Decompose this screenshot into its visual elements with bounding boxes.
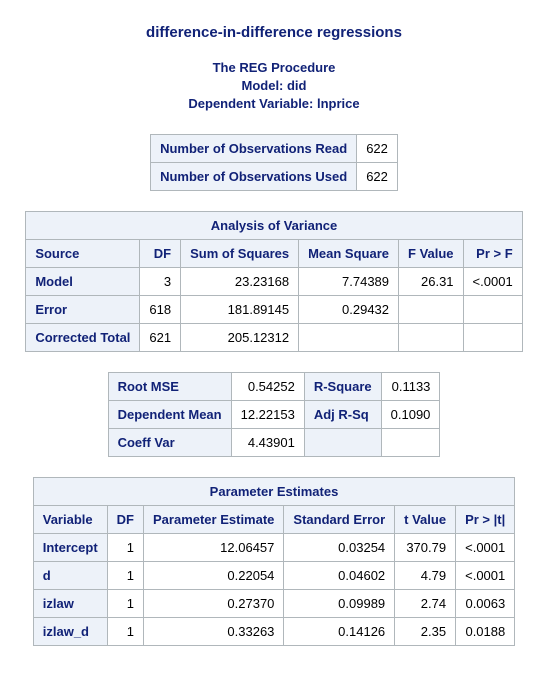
fit-label: R-Square	[304, 372, 381, 400]
param-cell: 0.04602	[284, 561, 395, 589]
table-row: Corrected Total 621 205.12312	[26, 323, 522, 351]
param-cell: 1	[107, 589, 143, 617]
col-header: t Value	[395, 505, 456, 533]
table-row: Root MSE 0.54252 R-Square 0.1133	[108, 372, 440, 400]
col-header: Standard Error	[284, 505, 395, 533]
fit-label: Root MSE	[108, 372, 231, 400]
caption-row: Parameter Estimates	[33, 477, 514, 505]
param-cell: 2.74	[395, 589, 456, 617]
fit-label: Coeff Var	[108, 428, 231, 456]
param-cell: 1	[107, 617, 143, 645]
param-cell: 0.14126	[284, 617, 395, 645]
table-row: Error 618 181.89145 0.29432	[26, 295, 522, 323]
table-row: izlaw 1 0.27370 0.09989 2.74 0.0063	[33, 589, 514, 617]
anova-source: Corrected Total	[26, 323, 140, 351]
col-header: Source	[26, 239, 140, 267]
obs-value: 622	[357, 134, 398, 162]
header-row: Source DF Sum of Squares Mean Square F V…	[26, 239, 522, 267]
col-header: DF	[140, 239, 181, 267]
param-cell: 4.79	[395, 561, 456, 589]
table-row: Model 3 23.23168 7.74389 26.31 <.0001	[26, 267, 522, 295]
obs-value: 622	[357, 162, 398, 190]
depvar-line: Dependent Variable: lnprice	[20, 95, 528, 113]
anova-source: Error	[26, 295, 140, 323]
col-header: Pr > F	[463, 239, 522, 267]
col-header: Pr > |t|	[456, 505, 515, 533]
observations-table: Number of Observations Read 622 Number o…	[150, 134, 398, 191]
fit-value: 0.1090	[381, 400, 440, 428]
anova-cell	[399, 323, 464, 351]
param-cell: 0.0063	[456, 589, 515, 617]
anova-cell	[399, 295, 464, 323]
col-header: Parameter Estimate	[144, 505, 284, 533]
fit-label: Dependent Mean	[108, 400, 231, 428]
anova-cell: <.0001	[463, 267, 522, 295]
anova-cell: 618	[140, 295, 181, 323]
fit-value	[381, 428, 440, 456]
param-cell: 0.03254	[284, 533, 395, 561]
subtitle-block: The REG Procedure Model: did Dependent V…	[20, 59, 528, 114]
fit-value: 4.43901	[231, 428, 304, 456]
col-header: DF	[107, 505, 143, 533]
fit-value: 12.22153	[231, 400, 304, 428]
table-row: izlaw_d 1 0.33263 0.14126 2.35 0.0188	[33, 617, 514, 645]
param-variable: Intercept	[33, 533, 107, 561]
anova-source: Model	[26, 267, 140, 295]
param-cell: 370.79	[395, 533, 456, 561]
fit-stats-table: Root MSE 0.54252 R-Square 0.1133 Depende…	[108, 372, 441, 457]
table-row: Number of Observations Read 622	[151, 134, 398, 162]
table-row: Coeff Var 4.43901	[108, 428, 440, 456]
param-cell: 12.06457	[144, 533, 284, 561]
anova-caption: Analysis of Variance	[26, 211, 522, 239]
table-row: d 1 0.22054 0.04602 4.79 <.0001	[33, 561, 514, 589]
anova-cell: 26.31	[399, 267, 464, 295]
model-line: Model: did	[20, 77, 528, 95]
col-header: Mean Square	[299, 239, 399, 267]
param-cell: 0.0188	[456, 617, 515, 645]
anova-cell	[463, 295, 522, 323]
obs-label: Number of Observations Used	[151, 162, 357, 190]
anova-cell: 23.23168	[181, 267, 299, 295]
obs-label: Number of Observations Read	[151, 134, 357, 162]
col-header: F Value	[399, 239, 464, 267]
param-cell: 0.33263	[144, 617, 284, 645]
param-cell: 0.22054	[144, 561, 284, 589]
params-caption: Parameter Estimates	[33, 477, 514, 505]
anova-cell	[463, 323, 522, 351]
caption-row: Analysis of Variance	[26, 211, 522, 239]
anova-cell	[299, 323, 399, 351]
anova-cell: 0.29432	[299, 295, 399, 323]
anova-cell: 181.89145	[181, 295, 299, 323]
anova-cell: 205.12312	[181, 323, 299, 351]
parameter-estimates-table: Parameter Estimates Variable DF Paramete…	[33, 477, 515, 646]
col-header: Variable	[33, 505, 107, 533]
param-cell: 1	[107, 561, 143, 589]
fit-label: Adj R-Sq	[304, 400, 381, 428]
param-cell: 0.27370	[144, 589, 284, 617]
table-row: Dependent Mean 12.22153 Adj R-Sq 0.1090	[108, 400, 440, 428]
anova-cell: 7.74389	[299, 267, 399, 295]
param-variable: izlaw	[33, 589, 107, 617]
param-cell: 2.35	[395, 617, 456, 645]
page-title: difference-in-difference regressions	[20, 24, 528, 41]
anova-cell: 3	[140, 267, 181, 295]
param-variable: d	[33, 561, 107, 589]
fit-value: 0.54252	[231, 372, 304, 400]
param-variable: izlaw_d	[33, 617, 107, 645]
fit-label	[304, 428, 381, 456]
anova-table: Analysis of Variance Source DF Sum of Sq…	[25, 211, 522, 352]
param-cell: 0.09989	[284, 589, 395, 617]
param-cell: <.0001	[456, 533, 515, 561]
param-cell: 1	[107, 533, 143, 561]
header-row: Variable DF Parameter Estimate Standard …	[33, 505, 514, 533]
table-row: Intercept 1 12.06457 0.03254 370.79 <.00…	[33, 533, 514, 561]
fit-value: 0.1133	[381, 372, 440, 400]
table-row: Number of Observations Used 622	[151, 162, 398, 190]
col-header: Sum of Squares	[181, 239, 299, 267]
param-cell: <.0001	[456, 561, 515, 589]
anova-cell: 621	[140, 323, 181, 351]
procedure-line: The REG Procedure	[20, 59, 528, 77]
